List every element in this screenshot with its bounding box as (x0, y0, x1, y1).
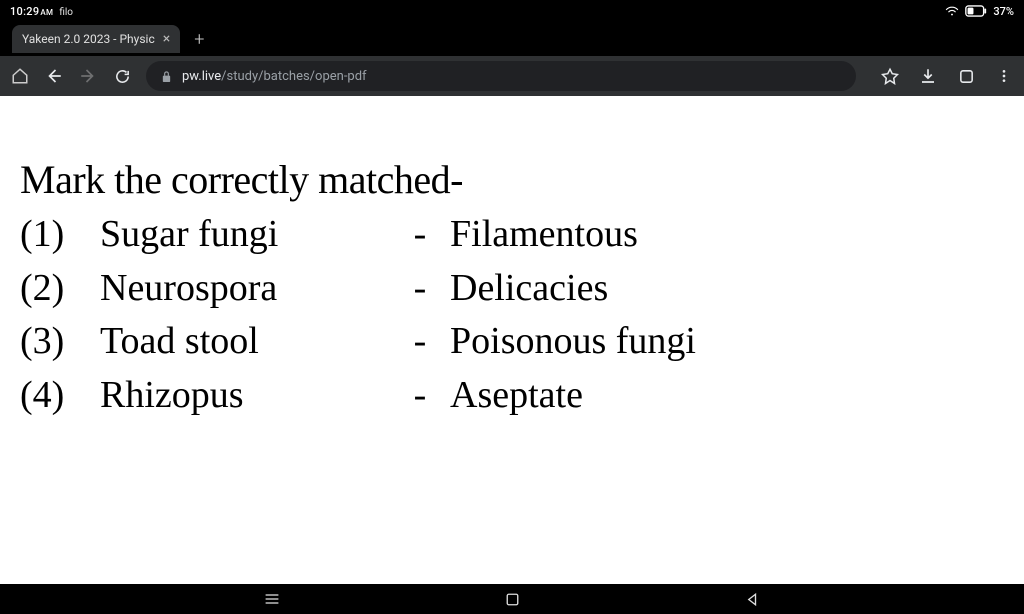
option-left: Sugar fungi (100, 211, 390, 259)
tab-title: Yakeen 2.0 2023 - Physic (22, 32, 155, 46)
option-number: (3) (20, 318, 100, 366)
browser-tab[interactable]: Yakeen 2.0 2023 - Physic × (12, 25, 180, 53)
download-button[interactable] (918, 66, 938, 86)
status-time-value: 10:29 (10, 5, 39, 18)
address-bar[interactable]: pw.live/study/batches/open-pdf (146, 61, 856, 91)
url-path: /study/batches/open-pdf (221, 69, 366, 84)
battery-percent: 37% (993, 5, 1014, 18)
wifi-icon (945, 5, 959, 17)
option-dash: - (390, 265, 450, 313)
option-dash: - (390, 318, 450, 366)
home-nav-button[interactable] (502, 589, 522, 609)
tabs-button[interactable] (956, 66, 976, 86)
back-nav-button[interactable] (742, 589, 762, 609)
option-left: Toad stool (100, 318, 390, 366)
recent-apps-button[interactable] (262, 589, 282, 609)
option-left: Neurospora (100, 265, 390, 313)
question-title: Mark the correctly matched- (20, 156, 1004, 203)
option-number: (4) (20, 372, 100, 420)
android-nav-bar (0, 584, 1024, 614)
option-right: Filamentous (450, 211, 1004, 259)
option-number: (1) (20, 211, 100, 259)
battery-icon (965, 5, 987, 17)
tab-close-icon[interactable]: × (163, 32, 170, 46)
pdf-content: Mark the correctly matched- (1)Sugar fun… (0, 96, 1024, 584)
options-list: (1)Sugar fungi-Filamentous(2)Neurospora-… (20, 211, 1004, 419)
browser-tabstrip: Yakeen 2.0 2023 - Physic × + (0, 22, 1024, 56)
url-host: pw.live (182, 69, 221, 84)
status-time: 10:29AM (10, 5, 53, 18)
option-right: Poisonous fungi (450, 318, 1004, 366)
menu-button[interactable] (994, 66, 1014, 86)
bookmark-button[interactable] (880, 66, 900, 86)
home-button[interactable] (10, 66, 30, 86)
status-app-label: filo (59, 7, 73, 18)
option-left: Rhizopus (100, 372, 390, 420)
option-right: Delicacies (450, 265, 1004, 313)
lock-icon (160, 70, 172, 82)
browser-toolbar: pw.live/study/batches/open-pdf (0, 56, 1024, 96)
option-number: (2) (20, 265, 100, 313)
android-status-bar: 10:29AM filo 37% (0, 0, 1024, 22)
url-text: pw.live/study/batches/open-pdf (182, 69, 367, 84)
forward-button[interactable] (78, 66, 98, 86)
back-button[interactable] (44, 66, 64, 86)
new-tab-button[interactable]: + (188, 29, 210, 50)
option-dash: - (390, 372, 450, 420)
reload-button[interactable] (112, 66, 132, 86)
option-right: Aseptate (450, 372, 1004, 420)
status-time-meridiem: AM (40, 8, 53, 17)
option-dash: - (390, 211, 450, 259)
